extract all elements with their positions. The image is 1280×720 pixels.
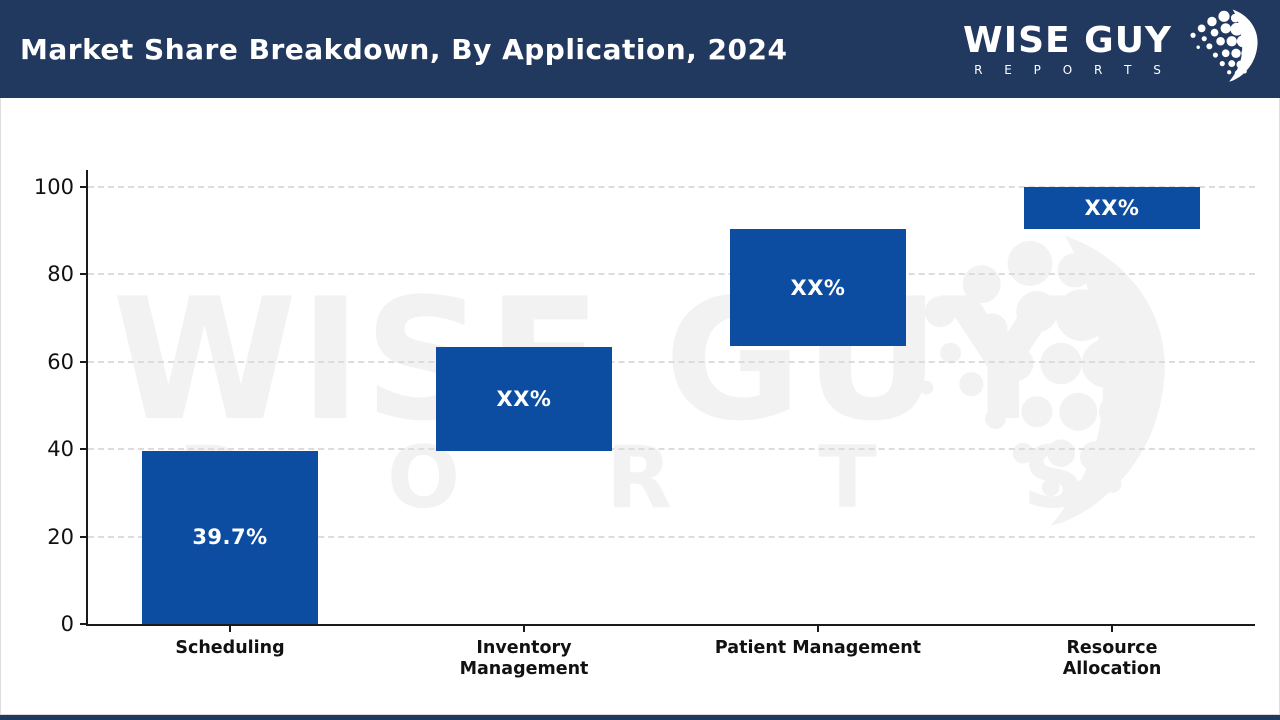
y-axis-spine	[86, 170, 88, 626]
bottom-hairline	[0, 714, 1280, 715]
y-tick-mark	[80, 535, 88, 538]
x-tick-mark	[523, 624, 525, 632]
y-tick-label: 20	[47, 524, 74, 549]
x-axis-spine	[86, 624, 1255, 626]
footer-bar	[0, 715, 1280, 720]
y-tick-label: 60	[47, 349, 74, 374]
y-tick-mark	[80, 360, 88, 363]
y-tick-mark	[80, 448, 88, 451]
page-title: Market Share Breakdown, By Application, …	[20, 32, 788, 66]
bar-value-label: XX%	[790, 275, 846, 300]
y-tick-mark	[80, 623, 88, 625]
x-category-label-line: Patient Management	[714, 638, 922, 658]
x-tick-mark	[229, 624, 231, 632]
left-border	[0, 98, 1, 715]
brand-logo-text: WISE GUY R E P O R T S	[962, 19, 1172, 77]
x-category-label-line: Management	[459, 659, 589, 679]
bar-value-label: XX%	[1084, 196, 1140, 221]
gridline-20	[88, 535, 1255, 538]
x-category-label: Resource Allocation	[982, 638, 1242, 680]
brand-name: WISE GUY	[962, 19, 1172, 61]
y-tick-label: 100	[33, 175, 74, 199]
y-tick-label: 40	[47, 437, 74, 462]
watermark-text-line2: P O R T S	[178, 428, 1143, 528]
x-category-label: Inventory Management	[394, 638, 654, 680]
y-tick-mark	[80, 273, 88, 276]
header-bar: Market Share Breakdown, By Application, …	[0, 0, 1280, 98]
y-tick-label: 0	[60, 612, 74, 636]
x-tick-mark	[817, 624, 819, 632]
gridline-60	[88, 360, 1255, 363]
dotted-head-icon	[1190, 9, 1258, 82]
gridline-80	[88, 273, 1255, 276]
bar-segment-4: XX%	[1024, 187, 1200, 230]
brand-subname: R E P O R T S	[974, 62, 1170, 77]
y-tick-mark	[80, 186, 88, 188]
x-category-label-line: Inventory	[476, 638, 572, 658]
x-category-label-line: Allocation	[1062, 659, 1162, 679]
bar-value-label: 39.7%	[192, 525, 268, 550]
bar-segment-2: XX%	[436, 346, 612, 451]
gridline-100	[88, 186, 1255, 188]
y-tick-label: 80	[47, 262, 74, 287]
brand-logo: WISE GUY R E P O R T S	[963, 6, 1280, 92]
x-category-label-line: Resource	[1066, 638, 1158, 658]
gridline-40	[88, 448, 1255, 451]
bar-segment-3: XX%	[730, 229, 906, 347]
bar-value-label: XX%	[496, 386, 552, 411]
x-category-label-line: Scheduling	[175, 638, 285, 658]
x-category-label: Scheduling	[100, 638, 360, 659]
x-tick-mark	[1111, 624, 1113, 632]
bar-segment-1: 39.7%	[142, 450, 318, 624]
x-category-label: Patient Management	[688, 638, 948, 659]
